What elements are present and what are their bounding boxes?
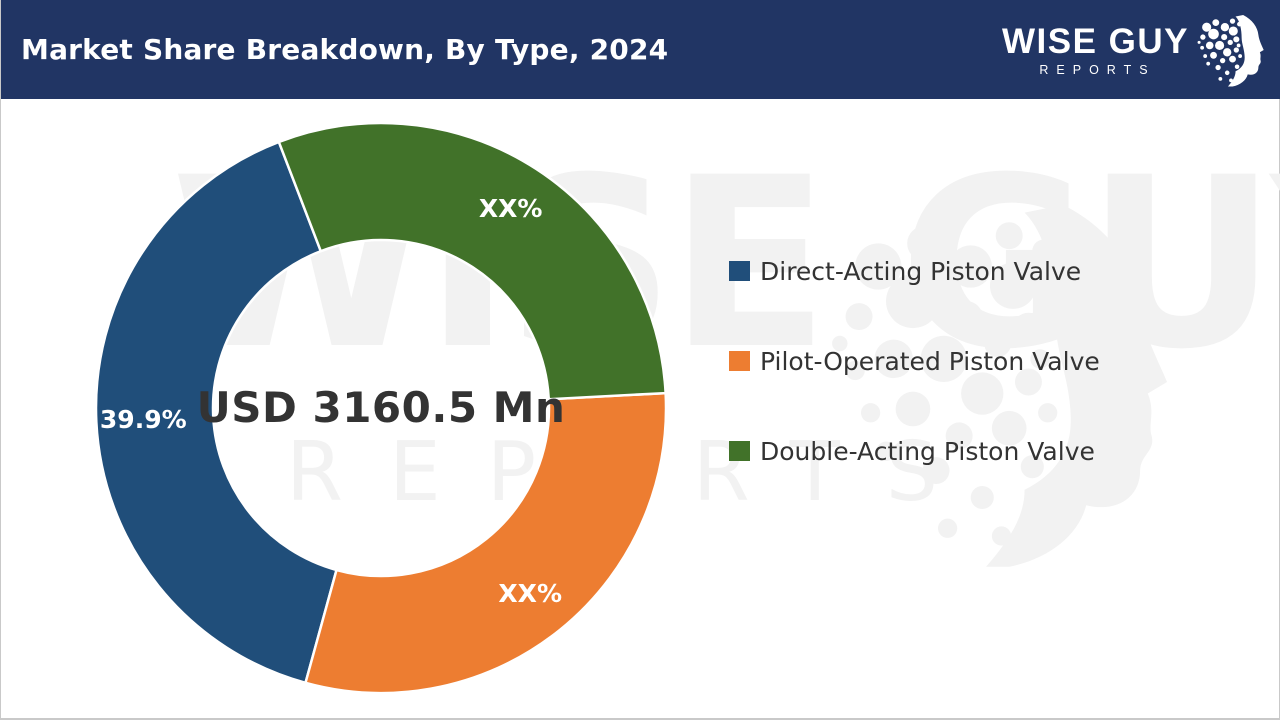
legend-swatch-3 (729, 441, 750, 461)
slice-label-2: XX% (498, 579, 562, 608)
chart-center-value: USD 3160.5 Mn (196, 383, 566, 432)
legend-item-3: Double-Acting Piston Valve (729, 436, 1100, 466)
chart-legend: Direct-Acting Piston Valve Pilot-Operated… (729, 256, 1100, 526)
donut-slice-1 (94, 140, 338, 685)
slice-label-3: XX% (479, 194, 543, 223)
legend-label-3: Double-Acting Piston Valve (760, 436, 1095, 466)
legend-swatch-2 (729, 351, 750, 371)
donut-slice-2 (304, 391, 668, 695)
wise-guy-reports-logo: WISE GUY REPORTS (1002, 6, 1269, 94)
logo-reports-label: REPORTS (1039, 62, 1156, 77)
legend-label-1: Direct-Acting Piston Valve (760, 256, 1082, 286)
logo-text: WISE GUY REPORTS (1002, 24, 1189, 77)
legend-item-2: Pilot-Operated Piston Valve (729, 346, 1100, 376)
slice-label-1: 39.9% (100, 405, 187, 434)
legend-swatch-1 (729, 261, 750, 281)
legend-label-2: Pilot-Operated Piston Valve (760, 346, 1100, 376)
logo-head-icon (1197, 15, 1264, 87)
header-bar: Market Share Breakdown, By Type, 2024 WI… (1, 0, 1280, 99)
donut-chart: 39.9% XX% XX% (94, 121, 668, 695)
donut-slice-3 (277, 121, 667, 401)
logo-wiseguy-label: WISE GUY (1001, 21, 1189, 61)
page-title: Market Share Breakdown, By Type, 2024 (21, 33, 669, 66)
legend-item-1: Direct-Acting Piston Valve (729, 256, 1100, 286)
